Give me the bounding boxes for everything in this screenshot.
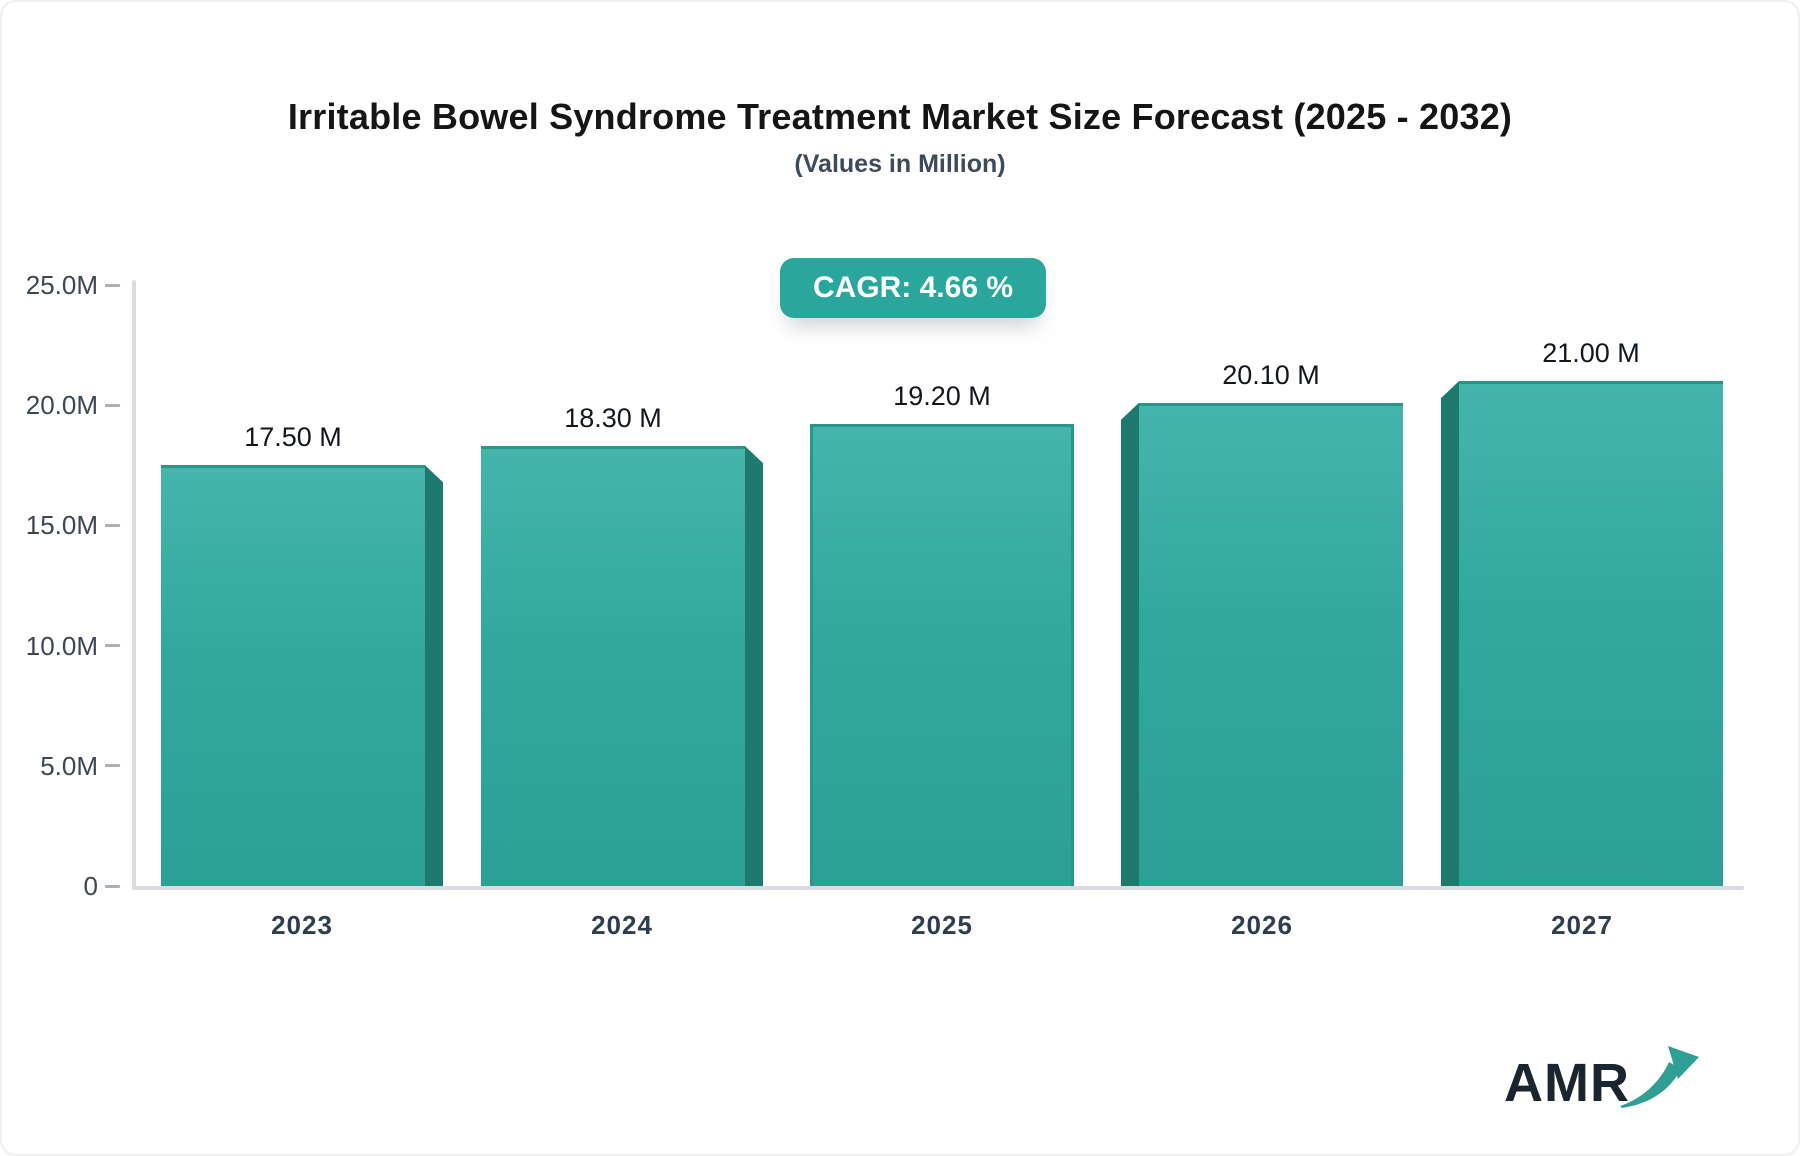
bar-value-label: 18.30 M <box>564 403 662 434</box>
bar-side-shadow <box>425 465 443 886</box>
y-tick-mark <box>105 764 120 768</box>
bar-2025 <box>810 424 1074 886</box>
y-tick-label: 0 <box>83 871 98 901</box>
bar-side-shadow <box>1441 381 1459 886</box>
bar-2023 <box>161 465 425 886</box>
amr-logo-text: AMR <box>1504 1053 1630 1113</box>
bar-value-label: 21.00 M <box>1542 338 1640 369</box>
y-tick-label: 5.0M <box>40 750 98 781</box>
y-tick-mark <box>105 403 120 407</box>
bar-value-label: 19.20 M <box>893 381 991 412</box>
y-tick-label: 15.0M <box>25 510 98 541</box>
y-tick-mark <box>105 283 120 287</box>
trend-up-arrow-icon <box>1620 1046 1699 1108</box>
bar-side-shadow <box>745 446 763 886</box>
y-axis-line <box>132 280 136 890</box>
bar-2027 <box>1459 381 1723 886</box>
y-tick-label: 10.0M <box>25 630 98 661</box>
amr-logo: AMR <box>1504 1044 1702 1110</box>
bar-2024 <box>481 446 745 886</box>
bar-value-label: 20.10 M <box>1222 359 1320 390</box>
x-axis-line <box>132 886 1744 890</box>
x-axis-label: 2026 <box>1231 910 1293 940</box>
y-tick-mark <box>105 884 120 888</box>
y-tick-label: 25.0M <box>25 270 98 300</box>
chart-subtitle: (Values in Million) <box>794 150 1006 178</box>
bar-value-label: 17.50 M <box>244 422 342 453</box>
bar-2026 <box>1139 402 1403 886</box>
x-axis-label: 2023 <box>271 910 333 940</box>
x-axis-label: 2027 <box>1551 910 1613 940</box>
y-tick-label: 20.0M <box>25 390 98 421</box>
cagr-badge: CAGR: 4.66 % <box>779 258 1047 318</box>
y-tick-mark <box>105 523 120 527</box>
chart-title: Irritable Bowel Syndrome Treatment Marke… <box>287 96 1513 137</box>
x-axis-label: 2024 <box>591 910 653 940</box>
x-axis-label: 2025 <box>911 910 973 940</box>
bar-side-shadow <box>1121 402 1139 886</box>
y-tick-mark <box>105 644 120 648</box>
